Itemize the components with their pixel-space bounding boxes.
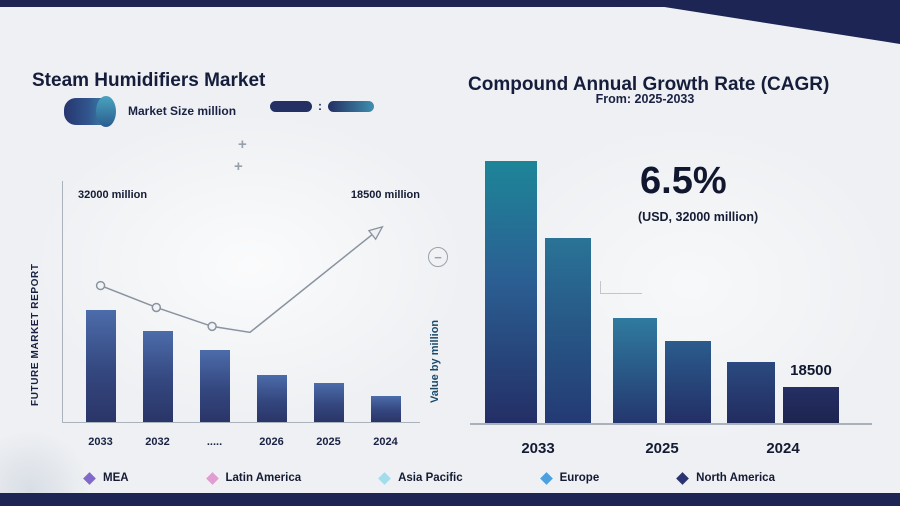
region-legend: MEA Latin America Asia Pacific Europe North … (83, 471, 775, 485)
left-x-tick-2024: 2024 (373, 436, 398, 448)
cagr-bar-2025-series-1 (613, 318, 657, 423)
right-chart-baseline (470, 423, 872, 425)
left-chart-column: 2032 (129, 180, 186, 448)
minus-circle-icon: − (428, 247, 448, 267)
top-border (0, 0, 900, 7)
pill-dark (270, 101, 312, 112)
right-chart-title: Compound Annual Growth Rate (CAGR) (468, 73, 830, 95)
market-size-bar-2024 (370, 396, 401, 422)
legend-diamond-icon (83, 471, 96, 485)
cagr-bar-2033-series-2 (545, 238, 591, 423)
cylinder-icon (62, 92, 118, 130)
cagr-bar-2024-series-1 (727, 362, 775, 423)
left-x-tick-2025: 2025 (316, 436, 341, 448)
legend-item-latin-america: Latin America (205, 471, 302, 485)
plus-icon: + (238, 136, 247, 153)
cagr-value: 6.5% (640, 160, 727, 202)
left-chart-column: ..... (186, 180, 243, 448)
legend-label: Latin America (225, 472, 302, 484)
cagr-bar-2033-series-1 (485, 161, 537, 423)
cylinder-cap (96, 96, 116, 127)
bracket-decoration (600, 281, 642, 294)
cagr-group-2025: 2025 (613, 318, 711, 457)
left-chart-column: 2033 (72, 180, 129, 448)
value-annotation-18500: 18500 (790, 362, 832, 379)
legend-diamond-icon (378, 471, 391, 485)
cagr-bar-2024-series-2 (783, 387, 839, 423)
market-size-bar-2025 (313, 383, 344, 422)
market-size-legend-label: Market Size million (128, 104, 237, 118)
left-chart-column: 2026 (243, 180, 300, 448)
left-chart-bars: 2033 2032..... 2026 2025 2024 (62, 180, 420, 448)
right-x-tick-2033: 2033 (521, 440, 555, 457)
bottom-border (0, 493, 900, 506)
legend-label: Europe (559, 472, 600, 484)
left-chart-vertical-label: FUTURE MARKET REPORT (30, 263, 41, 406)
left-chart-title: Steam Humidifiers Market (32, 69, 266, 91)
left-x-tick-2033: 2033 (88, 436, 113, 448)
left-chart-column: 2025 (300, 180, 357, 448)
left-chart-y-axis (62, 181, 63, 423)
right-chart: 2033 2025 2024 18500 (470, 133, 872, 457)
legend-item-europe: Europe (539, 471, 600, 485)
left-chart-x-axis (62, 422, 420, 423)
pill-separator: : (318, 99, 322, 113)
pill-gradient (328, 101, 374, 112)
market-size-bar-2032 (142, 331, 173, 422)
right-chart-vertical-label: Value by million (429, 319, 441, 403)
market-size-legend: Market Size million (62, 92, 236, 130)
left-x-tick-2026: 2026 (259, 436, 284, 448)
legend-label: North America (696, 472, 775, 484)
minus-glyph: − (434, 249, 442, 265)
legend-diamond-icon (676, 471, 690, 485)
left-chart-column: 2024 (357, 180, 414, 448)
legend-item-north-america: North America (676, 471, 775, 485)
legend-diamond-icon (205, 471, 219, 485)
cagr-group-2033: 2033 (485, 161, 591, 457)
right-x-tick-2024: 2024 (766, 440, 800, 457)
left-x-tick-.....: ..... (206, 436, 223, 448)
left-chart-annotation-max: 32000 million (78, 189, 148, 201)
left-x-tick-2032: 2032 (145, 436, 170, 448)
legend-item-asia-pacific: Asia Pacific (378, 471, 463, 485)
cagr-bar-2025-series-2 (665, 341, 711, 423)
legend-label: Asia Pacific (398, 472, 463, 484)
market-size-bar-2026 (256, 375, 287, 422)
right-chart-subtitle: From: 2025-2033 (595, 92, 695, 106)
legend-item-mea: MEA (83, 471, 129, 485)
pill-decoration: : (270, 99, 374, 113)
legend-label: MEA (103, 472, 129, 484)
legend-diamond-icon (539, 471, 553, 485)
cagr-group-2024: 2024 (727, 362, 839, 457)
left-chart-annotation-current: 18500 million (350, 189, 420, 201)
top-corner-accent (620, 0, 900, 44)
plus-icon: + (234, 158, 243, 175)
market-size-bar-..... (199, 350, 230, 422)
right-x-tick-2025: 2025 (645, 440, 679, 457)
cagr-detail: (USD, 32000 million) (638, 210, 759, 224)
market-size-bar-2033 (85, 310, 116, 422)
